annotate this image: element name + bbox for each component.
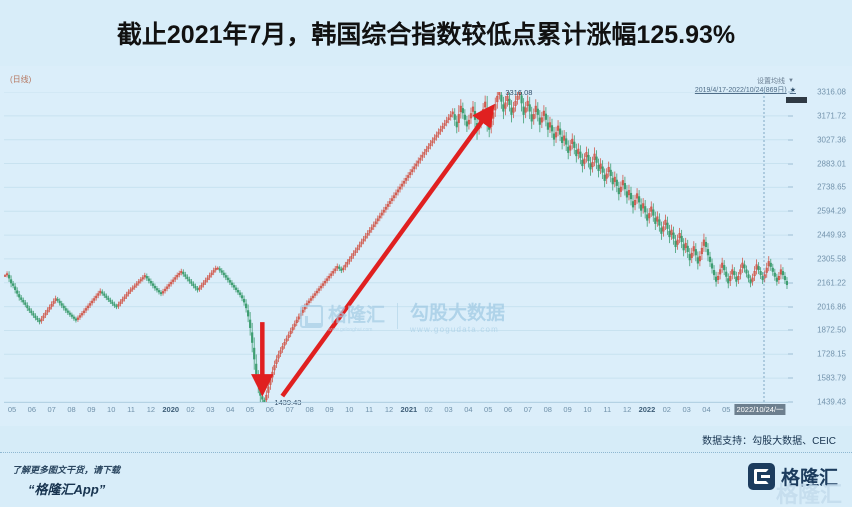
chart-card: (日线) 设置均线 ▼ 2019/4/17-2022/10/24(869日) ★	[0, 66, 852, 426]
x-tick-label: 10	[583, 405, 592, 414]
x-tick-label: 11	[127, 405, 135, 414]
x-tick-label: 05	[722, 405, 731, 414]
x-tick-label: 03	[444, 405, 453, 414]
candlestick-series	[4, 92, 788, 402]
x-tick-label: 02	[424, 405, 433, 414]
brand-name: 格隆汇	[780, 468, 838, 489]
date-range-label: 2019/4/17-2022/10/24(869日)	[694, 87, 787, 94]
y-tick-dash	[788, 258, 793, 260]
title-band: 截止2021年7月，韩国综合指数较低点累计涨幅125.93%	[0, 0, 852, 66]
x-tick-label: 02	[662, 405, 671, 414]
y-tick-dash	[788, 91, 793, 93]
x-cursor-date-label: 2022/10/24/一	[734, 404, 786, 415]
y-tick-dash	[788, 329, 793, 331]
y-axis: 3316.08 3171.72 3027.36 2883.01 2738.65 2594.…	[788, 88, 852, 407]
x-tick-label: 09	[563, 405, 572, 414]
x-tick-label: 07	[285, 405, 294, 414]
y-cursor-chip-secondary	[798, 97, 807, 103]
y-tick-label: 3171.72	[817, 111, 846, 121]
date-range-selector[interactable]: 2019/4/17-2022/10/24(869日) ★	[695, 85, 796, 95]
x-tick-label: 2022	[638, 405, 656, 414]
price-chart-svg	[4, 92, 788, 402]
star-icon: ★	[789, 87, 796, 94]
promo-line-1: 了解更多图文干货，请下载	[12, 465, 121, 475]
y-tick-dash	[788, 234, 793, 236]
x-tick-label: 07	[523, 405, 533, 414]
x-tick-label: 2020	[162, 405, 180, 414]
ma-setting-label: 设置均线	[757, 78, 786, 85]
x-tick-label: 11	[603, 405, 612, 414]
x-tick-label: 02	[186, 405, 195, 414]
y-tick-dash	[788, 353, 793, 355]
page-title: 截止2021年7月，韩国综合指数较低点累计涨幅125.93%	[116, 21, 736, 49]
y-tick-label: 2305.58	[817, 254, 846, 264]
x-tick-label: 2021	[400, 405, 418, 414]
moving-average-setting-dropdown[interactable]: 设置均线 ▼	[757, 76, 794, 86]
gelonghui-g-icon	[747, 463, 775, 490]
y-tick-dash	[788, 282, 793, 284]
y-cursor-chip	[786, 97, 802, 103]
y-tick-label: 2738.65	[817, 182, 846, 192]
x-tick-label: 04	[702, 405, 711, 414]
x-tick-label: 08	[305, 405, 314, 414]
x-tick-label: 10	[107, 405, 116, 414]
source-note: 数据支持：勾股大数据、CEIC	[702, 436, 836, 447]
x-tick-label: 06	[27, 405, 36, 414]
y-tick-label: 2594.29	[817, 206, 846, 216]
promo-line-2: “格隆汇App”	[28, 482, 106, 497]
y-tick-dash	[788, 186, 793, 188]
x-tick-label: 06	[503, 405, 513, 414]
x-tick-label: 05	[484, 405, 493, 414]
x-tick-label: 12	[146, 405, 156, 414]
y-tick-label: 3027.36	[817, 135, 846, 145]
trend-up-arrow	[280, 103, 495, 398]
x-axis: 05 06 07 08 09 10 11 12 2020 02 03 04 05 06 07 08 09 10 11…	[4, 402, 788, 418]
period-label: (日线)	[10, 75, 32, 84]
y-tick-label: 2161.22	[817, 278, 846, 288]
x-tick-label: 09	[87, 405, 96, 414]
plot-area[interactable]: 3316.08 1439.43	[4, 88, 788, 407]
high-point-label: 3316.08	[505, 88, 533, 98]
y-tick-label: 2016.86	[817, 302, 846, 312]
y-tick-dash	[788, 377, 793, 379]
x-tick-label: 03	[206, 405, 215, 414]
y-tick-dash	[788, 115, 793, 117]
y-tick-dash	[788, 306, 793, 308]
brand-logo-group: 格隆汇	[747, 463, 838, 490]
y-tick-label: 1872.50	[817, 325, 846, 335]
x-tick-label: 05	[7, 405, 17, 414]
x-tick-label: 06	[265, 405, 275, 414]
footer: 了解更多图文干货，请下载 “格隆汇App” 格隆汇 格隆汇	[0, 453, 852, 507]
y-tick-label: 2449.93	[817, 230, 846, 240]
y-tick-label: 2883.01	[817, 159, 846, 169]
x-tick-label: 08	[67, 405, 76, 414]
brand-watermark: 格隆汇	[775, 482, 842, 507]
chevron-down-icon: ▼	[788, 78, 794, 84]
x-tick-label: 04	[464, 405, 473, 414]
y-tick-label: 1439.43	[817, 397, 846, 407]
x-tick-label: 11	[365, 405, 374, 414]
x-tick-label: 03	[682, 405, 691, 414]
x-tick-label: 07	[47, 405, 56, 414]
y-tick-label: 1728.15	[817, 349, 846, 359]
y-tick-label: 3316.08	[817, 87, 846, 97]
x-tick-label: 10	[345, 405, 354, 414]
divider	[0, 452, 852, 453]
y-tick-dash	[788, 210, 793, 212]
x-axis-line	[4, 402, 788, 403]
x-tick-label: 12	[384, 405, 394, 414]
y-tick-label: 1583.79	[817, 373, 846, 383]
x-tick-label: 04	[226, 405, 235, 414]
gridlines	[4, 92, 788, 402]
y-tick-dash	[788, 163, 793, 165]
x-tick-label: 12	[622, 405, 632, 414]
y-tick-dash	[788, 401, 793, 403]
x-tick-label: 08	[543, 405, 552, 414]
x-tick-label: 09	[325, 405, 334, 414]
x-tick-label: 05	[245, 405, 255, 414]
y-tick-dash	[788, 139, 793, 141]
